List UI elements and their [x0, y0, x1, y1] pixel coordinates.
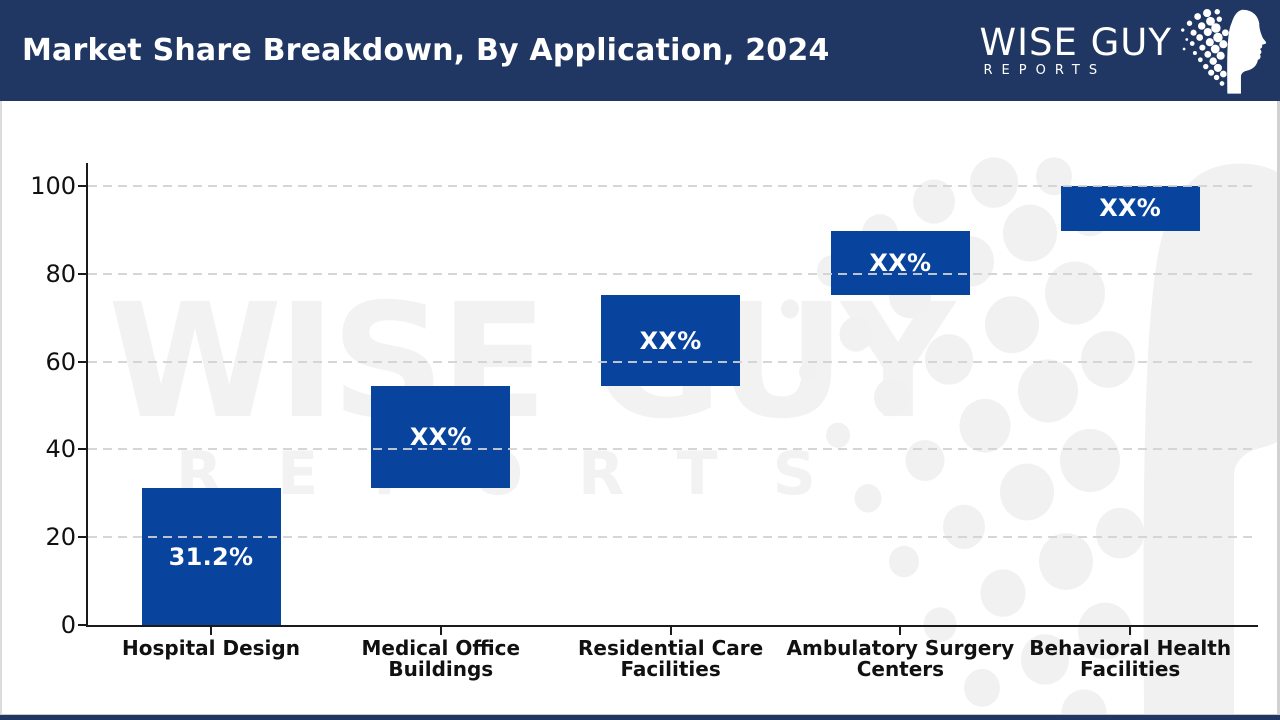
y-tick-mark — [78, 272, 86, 275]
bar-value-label: XX% — [639, 326, 702, 355]
gridline — [88, 360, 1256, 363]
bar-value-label: XX% — [1099, 194, 1162, 223]
x-axis-line — [86, 625, 1258, 627]
x-tick-mark — [1129, 627, 1132, 635]
y-tick-mark — [78, 448, 86, 451]
x-axis-label: Behavioral Health Facilities — [1029, 636, 1232, 681]
chart-canvas: WISE GUY REPORTS — [0, 101, 1280, 714]
bar-segment: XX% — [371, 386, 511, 489]
x-axis-label: Ambulatory Surgery Centers — [786, 636, 1015, 681]
plot-area: 0 20 40 60 80 100 31.2% XX% XX% XX% XX% Hospital … — [0, 101, 1280, 714]
x-axis-label: Hospital Design — [122, 636, 300, 660]
gridline — [88, 272, 1256, 275]
x-axis-label: Medical Office Buildings — [361, 636, 521, 681]
y-tick-mark — [78, 624, 86, 626]
bar-value-label: XX% — [409, 423, 472, 452]
bottom-border-line — [0, 714, 1280, 715]
x-tick-mark — [669, 627, 672, 635]
bar-segment: XX% — [601, 294, 741, 387]
x-tick-mark — [439, 627, 442, 635]
brand-name: WISE GUY — [979, 20, 1172, 64]
footer-bar — [0, 715, 1280, 720]
bar-segment: 31.2% — [141, 488, 281, 625]
y-tick-mark — [78, 360, 86, 363]
x-tick-mark — [210, 627, 212, 635]
head-logo-icon — [1181, 9, 1267, 94]
gridline — [88, 448, 1256, 451]
bar-value-label: 31.2% — [168, 542, 254, 571]
left-border — [0, 101, 2, 714]
brand-logo-text: WISE GUY REPORTS — [979, 20, 1172, 79]
y-tick-label: 100 — [30, 172, 76, 200]
bar-segment: XX% — [830, 230, 970, 295]
y-tick-label: 80 — [45, 259, 76, 288]
y-tick-mark — [78, 536, 86, 539]
bar-segment: XX% — [1060, 186, 1200, 231]
right-border — [1277, 101, 1280, 714]
y-tick-label: 60 — [45, 347, 76, 376]
gridline — [88, 185, 1256, 187]
y-tick-label: 40 — [45, 435, 76, 464]
brand-logo: WISE GUY REPORTS — [980, 4, 1270, 98]
chart-title: Market Share Breakdown, By Application, … — [22, 33, 830, 68]
y-axis-line — [86, 163, 88, 627]
x-axis-label: Residential Care Facilities — [578, 636, 764, 681]
brand-subname: REPORTS — [983, 63, 1107, 79]
header-bar: Market Share Breakdown, By Application, … — [0, 0, 1280, 101]
y-tick-label: 0 — [60, 611, 76, 639]
bar-value-label: XX% — [869, 248, 932, 277]
gridline — [88, 536, 1256, 539]
y-tick-label: 20 — [45, 523, 76, 552]
y-tick-mark — [78, 185, 86, 187]
x-tick-mark — [899, 627, 902, 635]
